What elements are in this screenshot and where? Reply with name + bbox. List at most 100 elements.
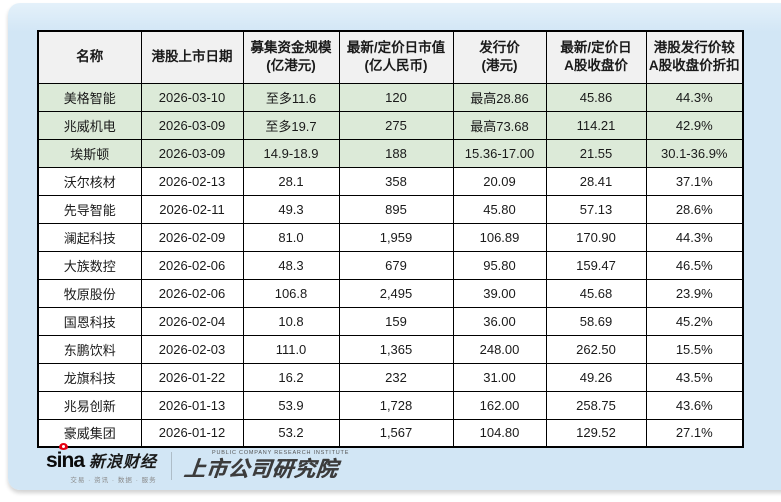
table-cell: 23.9% bbox=[645, 278, 744, 308]
table-cell: 232 bbox=[338, 362, 454, 392]
table-cell: 沃尔核材 bbox=[37, 166, 142, 196]
table-cell: 28.6% bbox=[645, 194, 744, 224]
table-cell: 2,495 bbox=[338, 278, 454, 308]
table-cell: 14.9-18.9 bbox=[242, 138, 340, 168]
table-cell: 至多19.7 bbox=[242, 110, 340, 140]
table-cell: 159 bbox=[338, 306, 454, 336]
table-cell: 45.80 bbox=[452, 194, 547, 224]
table-cell: 358 bbox=[338, 166, 454, 196]
table-cell: 170.90 bbox=[545, 222, 647, 252]
table-cell: 258.75 bbox=[545, 390, 647, 420]
table-cell: 2026-02-13 bbox=[140, 166, 244, 196]
table-row: 沃尔核材 2026-02-13 28.1 358 20.09 28.41 37.1% bbox=[37, 166, 744, 196]
table-cell: 东鹏饮料 bbox=[37, 334, 142, 364]
table-cell: 95.80 bbox=[452, 250, 547, 280]
table-cell: 49.26 bbox=[545, 362, 647, 392]
table-cell: 895 bbox=[338, 194, 454, 224]
table-row: 大族数控 2026-02-06 48.3 679 95.80 159.47 46.5% bbox=[37, 250, 744, 280]
table-cell: 45.68 bbox=[545, 278, 647, 308]
table-cell: 埃斯顿 bbox=[37, 138, 142, 168]
table-cell: 44.3% bbox=[645, 222, 744, 252]
stock-table-container: 名称 港股上市日期 募集资金规模 (亿港元) 最新/定价日市值 (亿人民币) 发… bbox=[37, 30, 744, 448]
sina-logo-text: sina bbox=[46, 449, 85, 472]
table-cell: 37.1% bbox=[645, 166, 744, 196]
table-cell: 28.41 bbox=[545, 166, 647, 196]
table-cell: 129.52 bbox=[545, 418, 647, 448]
table-cell: 21.55 bbox=[545, 138, 647, 168]
table-cell: 162.00 bbox=[452, 390, 547, 420]
table-cell: 42.9% bbox=[645, 110, 744, 140]
table-header-row: 名称 港股上市日期 募集资金规模 (亿港元) 最新/定价日市值 (亿人民币) 发… bbox=[37, 30, 744, 84]
table-cell: 10.8 bbox=[242, 306, 340, 336]
table-cell: 兆威机电 bbox=[37, 110, 142, 140]
table-cell: 兆易创新 bbox=[37, 390, 142, 420]
sina-eye-icon bbox=[59, 443, 68, 450]
stock-table: 名称 港股上市日期 募集资金规模 (亿港元) 最新/定价日市值 (亿人民币) 发… bbox=[37, 30, 744, 448]
header-name: 名称 bbox=[37, 30, 142, 84]
table-row: 澜起科技 2026-02-09 81.0 1,959 106.89 170.90 44.3% bbox=[37, 222, 744, 252]
table-cell: 43.5% bbox=[645, 362, 744, 392]
table-cell: 2026-01-22 bbox=[140, 362, 244, 392]
table-cell: 45.86 bbox=[545, 82, 647, 112]
table-cell: 120 bbox=[338, 82, 454, 112]
table-cell: 2026-02-06 bbox=[140, 250, 244, 280]
table-cell: 58.69 bbox=[545, 306, 647, 336]
table-cell: 43.6% bbox=[645, 390, 744, 420]
table-cell: 2026-01-12 bbox=[140, 418, 244, 448]
table-cell: 111.0 bbox=[242, 334, 340, 364]
table-cell: 2026-02-04 bbox=[140, 306, 244, 336]
table-cell: 1,567 bbox=[338, 418, 454, 448]
logo-divider bbox=[171, 452, 173, 480]
table-cell: 159.47 bbox=[545, 250, 647, 280]
institute-english-caption: PUBLIC COMPANY RESEARCH INSTITUTE bbox=[212, 450, 350, 457]
table-row: 埃斯顿 2026-03-09 14.9-18.9 188 15.36-17.00 21.5… bbox=[37, 138, 744, 168]
table-cell: 57.13 bbox=[545, 194, 647, 224]
table-cell: 最高28.86 bbox=[452, 82, 547, 112]
table-cell: 106.89 bbox=[452, 222, 547, 252]
table-cell: 最高73.68 bbox=[452, 110, 547, 140]
table-cell: 先导智能 bbox=[37, 194, 142, 224]
table-cell: 27.1% bbox=[645, 418, 744, 448]
table-row: 兆易创新 2026-01-13 53.9 1,728 162.00 258.75 43.6% bbox=[37, 390, 744, 420]
table-cell: 114.21 bbox=[545, 110, 647, 140]
table-cell: 30.1-36.9% bbox=[645, 138, 744, 168]
table-row: 豪威集团 2026-01-12 53.2 1,567 104.80 129.52 27.1% bbox=[37, 418, 744, 448]
header-issue-price: 发行价 (港元) bbox=[452, 30, 547, 84]
table-cell: 262.50 bbox=[545, 334, 647, 364]
table-cell: 龙旗科技 bbox=[37, 362, 142, 392]
table-row: 龙旗科技 2026-01-22 16.2 232 31.00 49.26 43.5% bbox=[37, 362, 744, 392]
table-cell: 104.80 bbox=[452, 418, 547, 448]
table-cell: 44.3% bbox=[645, 82, 744, 112]
table-row: 国恩科技 2026-02-04 10.8 159 36.00 58.69 45.2% bbox=[37, 306, 744, 336]
sina-finance-logo: sina 新浪财经 交易 · 资讯 · 数据 · 服务 bbox=[46, 443, 157, 484]
table-cell: 53.2 bbox=[242, 418, 340, 448]
table-cell: 188 bbox=[338, 138, 454, 168]
institute-logo: PUBLIC COMPANY RESEARCH INSTITUTE 上市公司研究… bbox=[182, 450, 350, 481]
table-cell: 1,728 bbox=[338, 390, 454, 420]
table-cell: 2026-02-06 bbox=[140, 278, 244, 308]
table-cell: 679 bbox=[338, 250, 454, 280]
table-cell: 20.09 bbox=[452, 166, 547, 196]
header-market-cap: 最新/定价日市值 (亿人民币) bbox=[338, 30, 454, 84]
table-cell: 2026-02-03 bbox=[140, 334, 244, 364]
table-cell: 国恩科技 bbox=[37, 306, 142, 336]
table-cell: 16.2 bbox=[242, 362, 340, 392]
table-cell: 澜起科技 bbox=[37, 222, 142, 252]
table-cell: 28.1 bbox=[242, 166, 340, 196]
table-cell: 1,365 bbox=[338, 334, 454, 364]
table-cell: 牧原股份 bbox=[37, 278, 142, 308]
header-raise-size: 募集资金规模 (亿港元) bbox=[242, 30, 340, 84]
table-cell: 2026-03-09 bbox=[140, 110, 244, 140]
table-body: 美格智能 2026-03-10 至多11.6 120 最高28.86 45.86 44.3%… bbox=[37, 82, 744, 448]
table-cell: 15.36-17.00 bbox=[452, 138, 547, 168]
table-cell: 48.3 bbox=[242, 250, 340, 280]
table-cell: 大族数控 bbox=[37, 250, 142, 280]
table-cell: 2026-03-09 bbox=[140, 138, 244, 168]
table-cell: 53.9 bbox=[242, 390, 340, 420]
table-cell: 1,959 bbox=[338, 222, 454, 252]
table-cell: 46.5% bbox=[645, 250, 744, 280]
table-row: 美格智能 2026-03-10 至多11.6 120 最高28.86 45.86 44.3% bbox=[37, 82, 744, 112]
header-listing-date: 港股上市日期 bbox=[140, 30, 244, 84]
header-discount: 港股发行价较 A股收盘价折扣 bbox=[645, 30, 744, 84]
institute-chinese-name: 上市公司研究院 bbox=[182, 457, 340, 481]
